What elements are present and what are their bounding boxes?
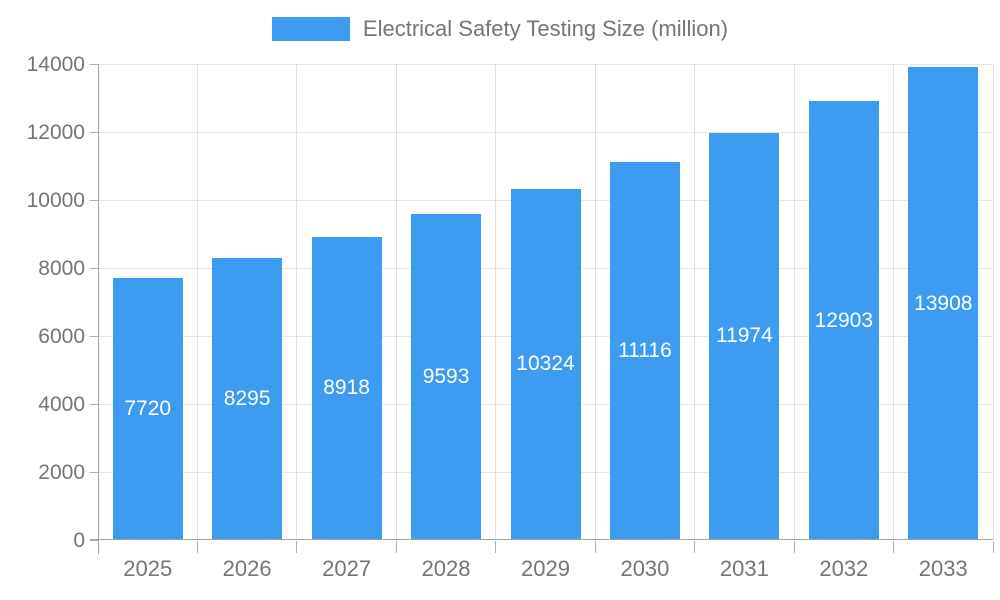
y-axis-tick [90, 471, 98, 473]
chart-legend[interactable]: Electrical Safety Testing Size (million) [0, 17, 1000, 41]
bar [311, 236, 382, 539]
x-axis-label: 2027 [322, 556, 372, 581]
gridline-vertical [395, 64, 397, 540]
y-axis-tick [90, 199, 98, 201]
y-axis-label: 10000 [26, 188, 85, 212]
x-axis-tick [992, 541, 994, 553]
bar-value-label: 12903 [814, 308, 874, 332]
bar-value-label: 8295 [223, 386, 271, 410]
bar [808, 101, 879, 539]
x-axis-tick [495, 541, 497, 553]
x-axis-line [90, 539, 993, 540]
bar [112, 277, 183, 539]
y-axis-label: 4000 [38, 392, 85, 416]
x-axis-label: 2025 [123, 556, 173, 581]
y-axis-label: 0 [73, 528, 85, 552]
y-axis-tick [90, 335, 98, 337]
x-axis-label: 2031 [719, 556, 769, 581]
gridline-vertical [495, 64, 497, 540]
bar [609, 162, 680, 539]
y-axis-label: 14000 [26, 52, 85, 76]
bar-value-label: 9593 [422, 364, 470, 388]
y-axis-label: 2000 [38, 460, 85, 484]
x-axis-tick [296, 541, 298, 553]
legend-swatch[interactable] [271, 17, 350, 41]
y-axis-tick [90, 267, 98, 269]
bar-value-label: 8918 [323, 376, 370, 400]
bar-value-label: 7720 [124, 396, 172, 420]
gridline-vertical [893, 64, 895, 540]
bar-value-label: 11116 [618, 339, 672, 363]
x-axis-tick [694, 541, 696, 553]
x-axis-label: 2030 [620, 556, 670, 581]
bar [908, 67, 979, 539]
x-axis-label: 2032 [819, 556, 869, 581]
x-axis-tick [793, 541, 795, 553]
gridline-horizontal [98, 131, 993, 133]
bar [709, 132, 780, 539]
y-axis-label: 6000 [38, 324, 85, 348]
y-axis-line [98, 64, 99, 554]
y-axis-tick [90, 539, 98, 541]
y-axis-tick [90, 403, 98, 405]
y-axis-tick [90, 131, 98, 133]
bar-value-label: 11974 [715, 324, 773, 348]
gridline-vertical [594, 64, 596, 540]
x-axis-tick [395, 541, 397, 553]
bar [510, 188, 581, 539]
x-axis-label: 2026 [222, 556, 272, 581]
bar [411, 213, 482, 539]
y-axis-tick [90, 63, 98, 65]
y-axis-label: 8000 [38, 256, 85, 280]
gridline-vertical [992, 64, 994, 540]
plot-area: 0 2000 4000 6000 8000 10000 12000 14000 7720 2025… [27, 54, 994, 581]
bar-value-label: 13908 [914, 291, 973, 315]
y-axis-label: 12000 [26, 120, 85, 144]
gridline-horizontal [98, 63, 993, 65]
gridline-vertical [694, 64, 696, 540]
x-axis-label: 2033 [918, 556, 968, 581]
x-axis-label: 2028 [421, 556, 471, 581]
x-axis-tick [196, 541, 198, 553]
gridline-vertical [793, 64, 795, 540]
x-axis-label: 2029 [521, 556, 570, 581]
bar-value-label: 10324 [516, 352, 575, 376]
bar [212, 257, 283, 539]
gridline-vertical [296, 64, 298, 540]
x-axis-tick [893, 541, 895, 553]
gridline-vertical [196, 64, 198, 540]
legend-label[interactable]: Electrical Safety Testing Size (million) [362, 16, 729, 41]
x-axis-tick [594, 541, 596, 553]
